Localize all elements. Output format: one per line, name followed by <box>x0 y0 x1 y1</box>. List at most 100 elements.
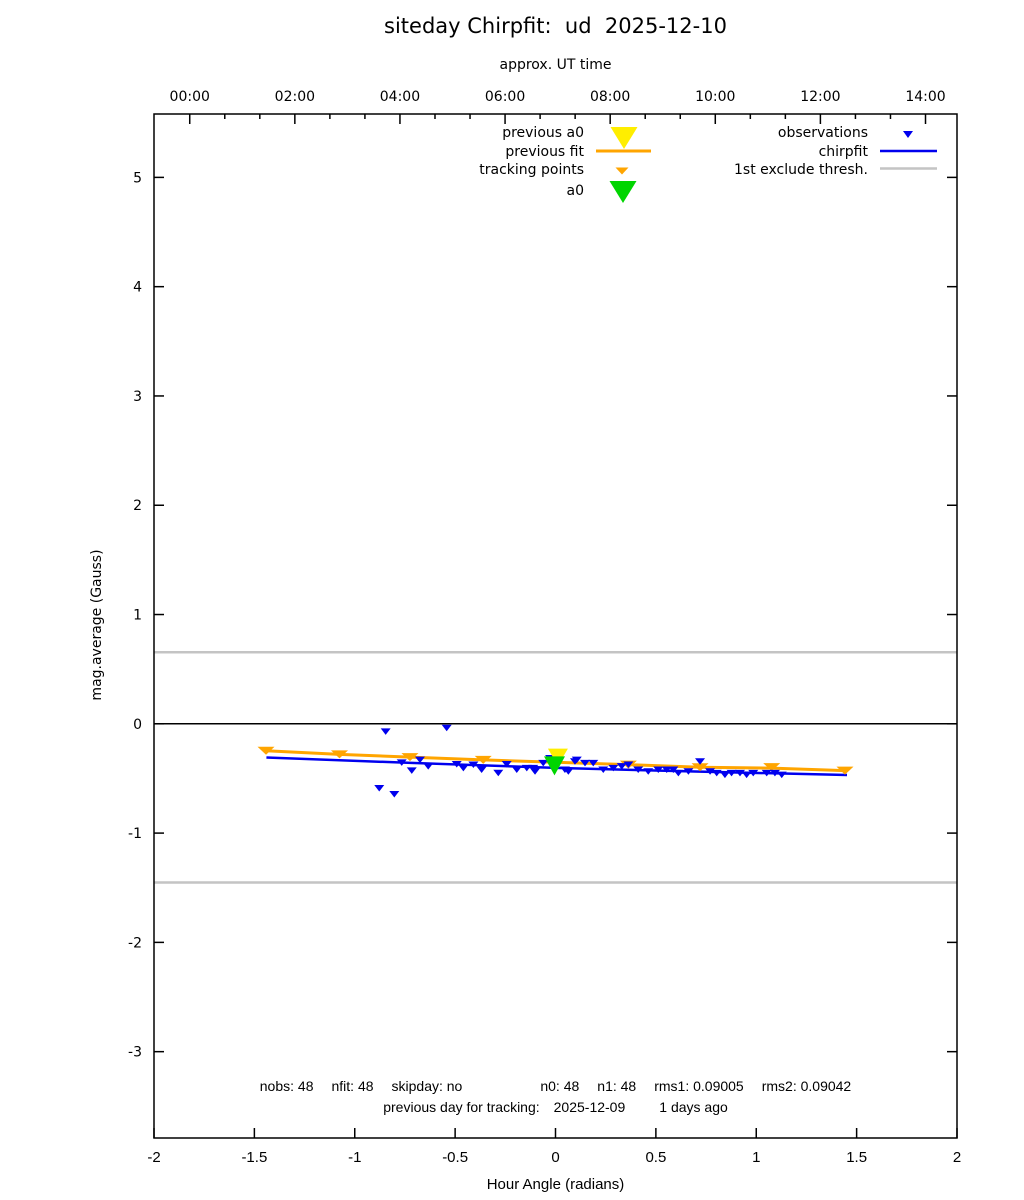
x-axis-title: Hour Angle (radians) <box>486 1176 625 1193</box>
stat-prev-day-label: previous day for tracking: <box>383 1099 540 1115</box>
observation-marker <box>493 769 504 777</box>
tracking-point-marker <box>763 763 781 772</box>
observation-marker <box>616 763 627 770</box>
observation-marker <box>695 758 706 765</box>
observation-marker <box>776 771 787 779</box>
observation-marker <box>623 761 634 769</box>
x2-tick-label: 06:00 <box>485 89 525 105</box>
legend-marker-observations <box>903 131 913 138</box>
observation-marker <box>719 771 730 779</box>
x2-tick-label: 14:00 <box>905 89 945 105</box>
x2-tick-label: 12:00 <box>800 89 840 105</box>
x-tick-label: -0.5 <box>442 1149 468 1166</box>
y-tick-label: 1 <box>133 608 142 624</box>
observation-marker <box>588 759 599 767</box>
legend-label-previous-a0: previous a0 <box>502 125 584 141</box>
stat-n1: n1: 48 <box>597 1078 637 1094</box>
observation-marker <box>683 768 694 775</box>
legend-marker-a0 <box>609 181 637 203</box>
stat-nobs: nobs: 48 <box>259 1078 314 1094</box>
observation-marker <box>521 764 532 772</box>
legend-label-observations: observations <box>777 125 868 141</box>
x2-tick-label: 08:00 <box>590 89 630 105</box>
observation-marker <box>528 764 539 772</box>
observation-marker <box>711 769 722 777</box>
x-tick-label: 0 <box>551 1149 559 1166</box>
x-tick-label: -2 <box>147 1149 160 1166</box>
legend-label-exclude-thresh: 1st exclude thresh. <box>734 162 868 178</box>
stat-nfit: nfit: 48 <box>331 1078 374 1094</box>
observation-marker <box>441 724 452 732</box>
observation-marker <box>734 769 745 777</box>
observation-marker <box>414 756 425 764</box>
y-tick-label: 5 <box>133 170 142 186</box>
observation-marker <box>458 764 469 772</box>
legend-label-a0: a0 <box>566 183 585 199</box>
observation-marker <box>538 759 549 767</box>
observation-marker <box>476 766 487 773</box>
legend-label-chirpfit: chirpfit <box>818 144 868 160</box>
y-tick-label: 4 <box>133 280 142 296</box>
y-tick-label: -3 <box>128 1045 142 1061</box>
observation-marker <box>511 766 522 773</box>
observation-marker <box>389 791 400 798</box>
tracking-point-marker <box>836 766 854 775</box>
top-axis-title: approx. UT time <box>499 57 612 73</box>
observation-marker <box>761 769 772 777</box>
x-tick-label: 1 <box>752 1149 760 1166</box>
x-tick-label: -1.5 <box>241 1149 267 1166</box>
tracking-point-marker <box>691 763 709 772</box>
y-tick-label: -1 <box>128 826 142 842</box>
observation-marker <box>643 768 654 775</box>
observation-marker <box>705 768 716 775</box>
x-tick-label: -1 <box>348 1149 361 1166</box>
observation-marker <box>501 760 512 768</box>
observation-marker <box>530 768 541 775</box>
tracking-point-marker <box>401 753 419 762</box>
observation-marker <box>423 763 434 770</box>
observation-marker <box>451 760 462 768</box>
tracking-point-marker <box>330 750 348 759</box>
observation-marker <box>563 768 574 775</box>
stat-rms1: rms1: 0.09005 <box>654 1078 744 1094</box>
legend-label-tracking-points: tracking points <box>479 162 584 178</box>
x2-tick-label: 10:00 <box>695 89 735 105</box>
observation-marker <box>661 766 672 773</box>
x-tick-label: 0.5 <box>645 1149 666 1166</box>
tracking-point-marker <box>474 755 492 764</box>
stat-prev-day: 2025-12-09 <box>553 1099 626 1115</box>
observation-marker <box>608 764 619 772</box>
y-tick-label: 2 <box>133 498 142 514</box>
observation-marker <box>633 766 644 773</box>
observation-marker <box>653 766 664 773</box>
observation-marker <box>769 769 780 777</box>
stat-days-ago: 1 days ago <box>659 1099 728 1115</box>
x2-tick-label: 02:00 <box>275 89 315 105</box>
plot-frame <box>153 113 958 1139</box>
stats-line-1: nobs: 48 nfit: 48 skipday: no n0: 48 n1:… <box>154 1078 957 1094</box>
observation-marker <box>406 767 417 774</box>
observation-marker <box>571 756 582 764</box>
y-tick-label: 3 <box>133 389 142 405</box>
observation-marker <box>468 761 479 769</box>
observation-marker <box>374 785 385 792</box>
stat-n0: n0: 48 <box>540 1078 580 1094</box>
observation-marker <box>598 766 609 773</box>
y-tick-label: -2 <box>128 935 142 951</box>
observation-marker <box>748 769 759 777</box>
x2-tick-label: 04:00 <box>380 89 420 105</box>
observation-marker <box>668 766 679 773</box>
observation-marker <box>741 771 752 779</box>
legend-marker-tracking-points <box>615 167 629 175</box>
legend-marker-previous-a0 <box>610 127 638 149</box>
stat-skipday: skipday: no <box>391 1078 463 1094</box>
x-tick-label: 2 <box>953 1149 961 1166</box>
observation-marker <box>380 728 391 735</box>
page-title: siteday Chirpfit: ud 2025-12-10 <box>384 14 727 38</box>
observation-marker <box>396 759 407 766</box>
a0-marker <box>543 756 565 776</box>
stats-line-2: previous day for tracking: 2025-12-09 1 … <box>154 1099 957 1115</box>
observation-marker <box>580 759 591 767</box>
x2-tick-label: 00:00 <box>170 89 210 105</box>
